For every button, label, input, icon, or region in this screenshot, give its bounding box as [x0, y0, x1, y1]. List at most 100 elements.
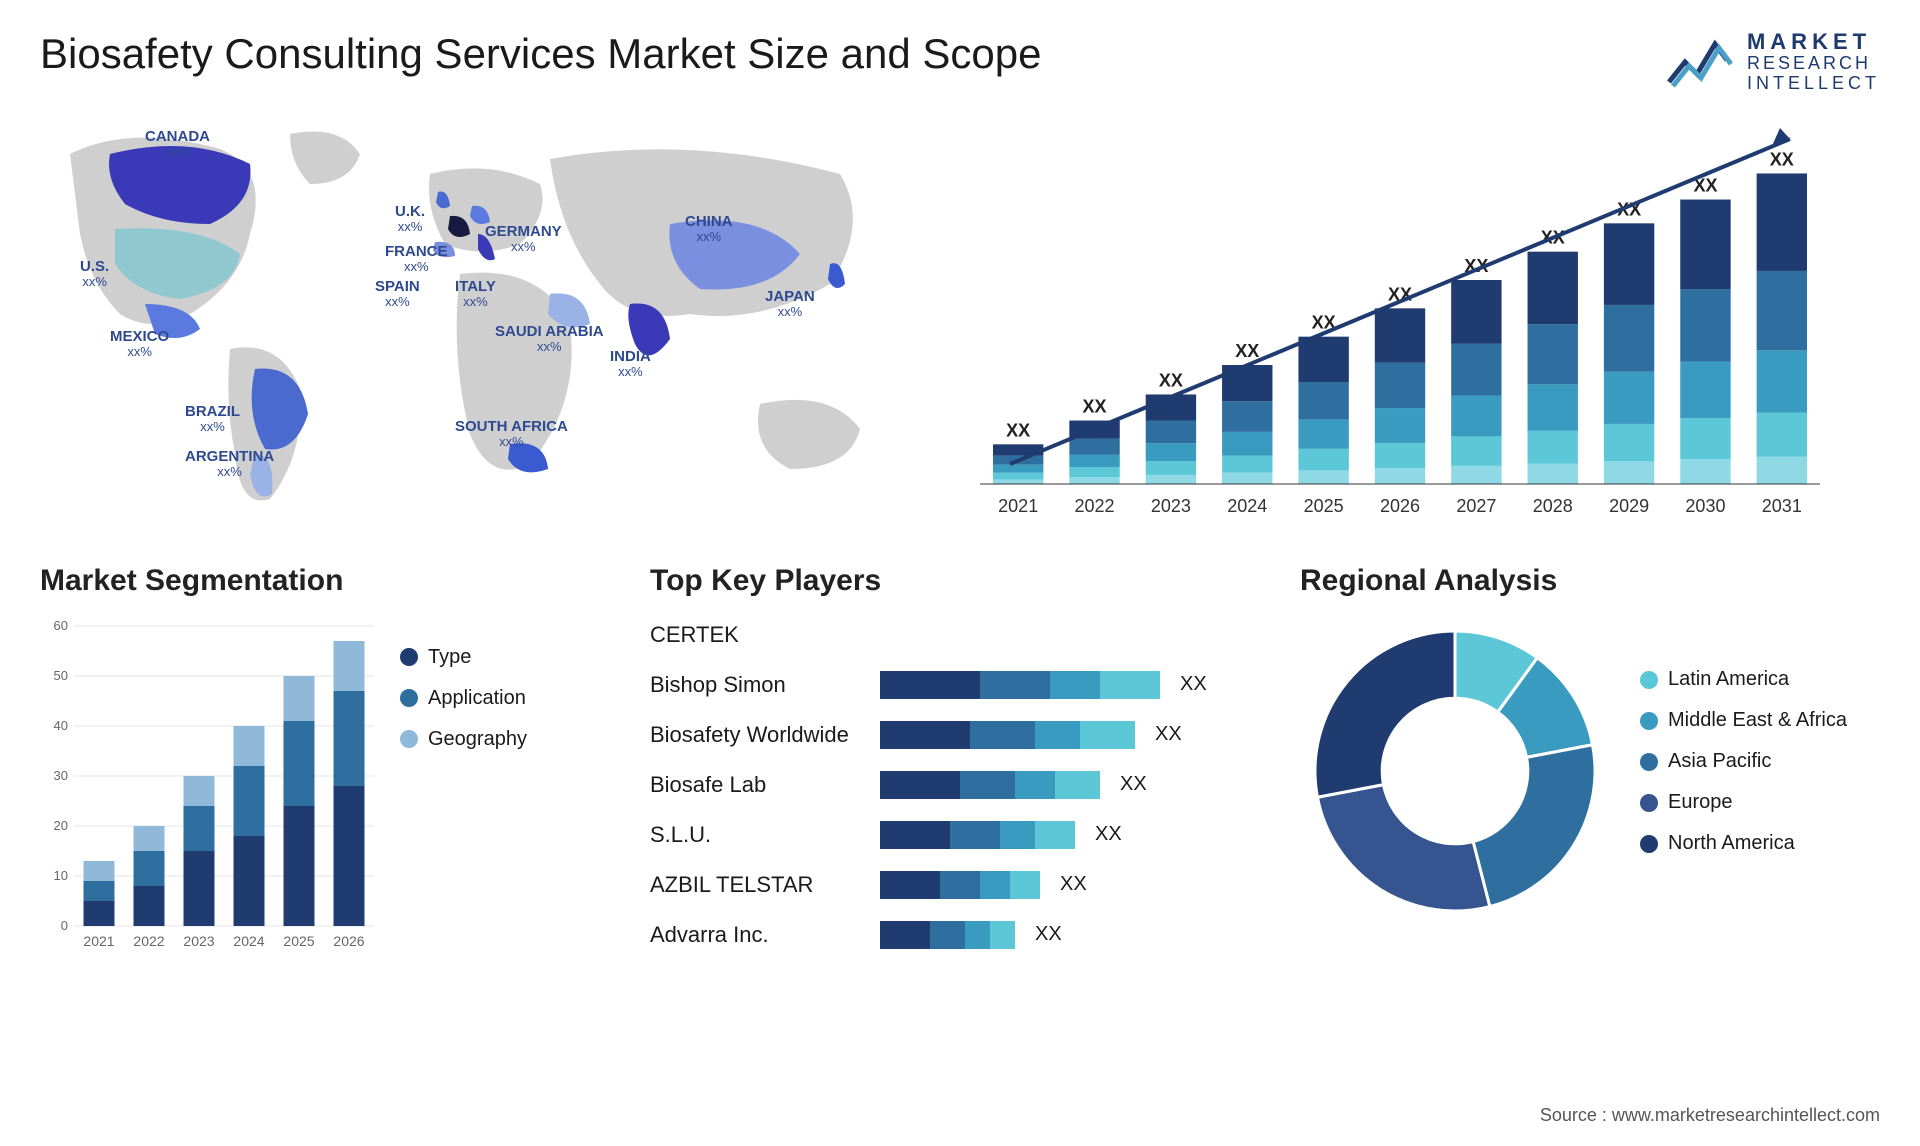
player-bar-segment [1015, 771, 1055, 799]
legend-item: Latin America [1640, 668, 1880, 691]
svg-text:2024: 2024 [1227, 496, 1267, 516]
forecast-chart-panel: XX2021XX2022XX2023XX2024XX2025XX2026XX20… [960, 114, 1880, 534]
player-value: XX [1170, 673, 1207, 696]
legend-item: North America [1640, 832, 1880, 855]
svg-text:2023: 2023 [183, 933, 214, 949]
player-bar-segment [1050, 671, 1100, 699]
legend-dot [400, 689, 418, 707]
player-bar [880, 721, 1135, 749]
legend-label: Middle East & Africa [1668, 709, 1847, 732]
players-panel: Top Key Players CERTEKBishop SimonXXBios… [650, 564, 1270, 984]
legend-dot [1640, 794, 1658, 812]
legend-label: Application [428, 687, 526, 710]
svg-text:2021: 2021 [83, 933, 114, 949]
legend-item: Application [400, 687, 620, 710]
player-label: Biosafe Lab [650, 772, 870, 798]
player-bar-segment [950, 821, 1000, 849]
source-attribution: Source : www.marketresearchintellect.com [1540, 1105, 1880, 1126]
player-bar-segment [965, 921, 990, 949]
player-bar-segment [930, 921, 965, 949]
player-row: AZBIL TELSTAR XX [650, 866, 1270, 904]
player-value: XX [1110, 773, 1147, 796]
legend-dot [1640, 712, 1658, 730]
player-row: S.L.U.XX [650, 816, 1270, 854]
legend-item: Europe [1640, 791, 1880, 814]
player-bar-segment [970, 721, 1035, 749]
segmentation-title: Market Segmentation [40, 564, 620, 598]
legend-label: Type [428, 646, 471, 669]
svg-text:20: 20 [54, 818, 68, 833]
player-bar-segment [880, 871, 940, 899]
brand-logo: MARKET RESEARCH INTELLECT [1667, 30, 1880, 94]
player-bar-segment [980, 871, 1010, 899]
player-row: Biosafety WorldwideXX [650, 716, 1270, 754]
segmentation-legend: Type Application Geography [400, 616, 620, 956]
forecast-chart: XX2021XX2022XX2023XX2024XX2025XX2026XX20… [960, 114, 1840, 524]
player-bar-segment [1100, 671, 1160, 699]
player-label: S.L.U. [650, 822, 870, 848]
top-row: CANADAxx%U.S.xx%MEXICOxx%BRAZILxx%ARGENT… [40, 114, 1880, 534]
map-label: FRANCExx% [385, 244, 448, 275]
logo-text-1: MARKET [1747, 30, 1880, 54]
player-bar-segment [980, 671, 1050, 699]
legend-item: Geography [400, 728, 620, 751]
player-label: AZBIL TELSTAR [650, 872, 870, 898]
player-bar-segment [1055, 771, 1100, 799]
player-bar [880, 921, 1015, 949]
logo-text-2: RESEARCH [1747, 54, 1880, 74]
player-bar-segment [960, 771, 1015, 799]
logo-mark [1667, 32, 1737, 92]
svg-text:XX: XX [1083, 396, 1107, 416]
player-label: Bishop Simon [650, 672, 870, 698]
player-bar-segment [1080, 721, 1135, 749]
map-label: SPAINxx% [375, 279, 420, 310]
player-bar-segment [1035, 821, 1075, 849]
page-title: Biosafety Consulting Services Market Siz… [40, 30, 1042, 78]
player-value: XX [1145, 723, 1182, 746]
player-bar-segment [990, 921, 1015, 949]
header: Biosafety Consulting Services Market Siz… [40, 30, 1880, 94]
legend-item: Type [400, 646, 620, 669]
players-chart: CERTEKBishop SimonXXBiosafety WorldwideX… [650, 616, 1270, 954]
map-label: CHINAxx% [685, 214, 733, 245]
map-label: ARGENTINAxx% [185, 449, 274, 480]
legend-label: Geography [428, 728, 527, 751]
player-bar-segment [880, 721, 970, 749]
svg-text:60: 60 [54, 618, 68, 633]
segmentation-chart: 0102030405060202120222023202420252026 [40, 616, 380, 956]
svg-text:2030: 2030 [1685, 496, 1725, 516]
map-label: INDIAxx% [610, 349, 651, 380]
legend-label: North America [1668, 832, 1795, 855]
legend-item: Asia Pacific [1640, 750, 1880, 773]
legend-item: Middle East & Africa [1640, 709, 1880, 732]
world-map-panel: CANADAxx%U.S.xx%MEXICOxx%BRAZILxx%ARGENT… [40, 114, 920, 534]
svg-text:XX: XX [1235, 341, 1259, 361]
regional-panel: Regional Analysis Latin AmericaMiddle Ea… [1300, 564, 1880, 984]
player-row: Biosafe Lab XX [650, 766, 1270, 804]
legend-dot [1640, 671, 1658, 689]
svg-text:2023: 2023 [1151, 496, 1191, 516]
map-label: U.S.xx% [80, 259, 109, 290]
player-bar-segment [1035, 721, 1080, 749]
player-row: Bishop Simon XX [650, 666, 1270, 704]
svg-text:40: 40 [54, 718, 68, 733]
svg-text:2025: 2025 [283, 933, 314, 949]
player-row: Advarra Inc.XX [650, 916, 1270, 954]
legend-dot [400, 730, 418, 748]
regional-legend: Latin America Middle East & Africa Asia Pa… [1640, 668, 1880, 873]
player-bar-segment [1010, 871, 1040, 899]
svg-text:2028: 2028 [1533, 496, 1573, 516]
legend-label: Latin America [1668, 668, 1789, 691]
player-value: XX [1050, 873, 1087, 896]
map-label: U.K.xx% [395, 204, 425, 235]
svg-text:XX: XX [1770, 149, 1794, 169]
svg-text:2024: 2024 [233, 933, 264, 949]
svg-text:2021: 2021 [998, 496, 1038, 516]
map-label: ITALYxx% [455, 279, 496, 310]
player-value: XX [1025, 923, 1062, 946]
player-bar-segment [940, 871, 980, 899]
map-label: BRAZILxx% [185, 404, 240, 435]
svg-text:30: 30 [54, 768, 68, 783]
svg-text:2027: 2027 [1456, 496, 1496, 516]
player-bar [880, 671, 1160, 699]
